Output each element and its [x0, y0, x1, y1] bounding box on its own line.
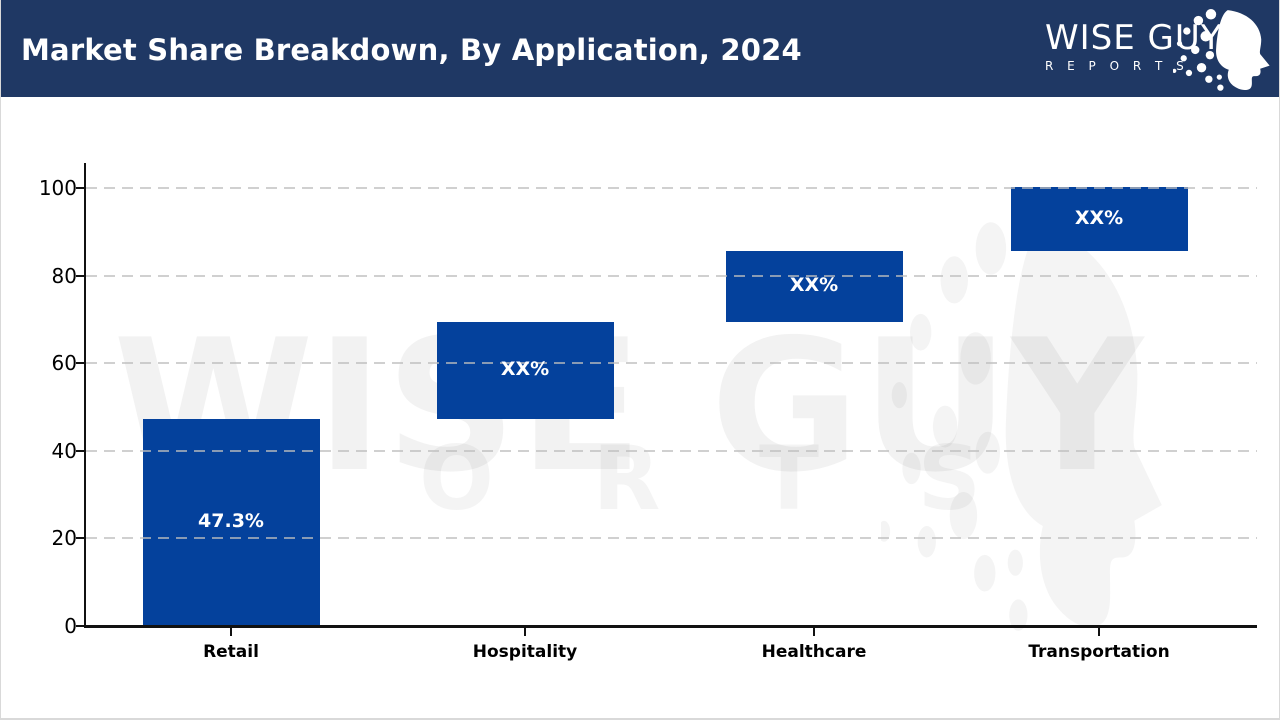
watermark-head-icon: [881, 222, 1162, 631]
y-tick-label: 100: [38, 176, 77, 200]
gridline-80: [86, 274, 1257, 277]
logo-wordmark: WISE GUY R E P O R T S: [1045, 18, 1223, 74]
x-tick-mark: [813, 627, 815, 636]
bar-healthcare: [725, 251, 903, 322]
y-tick-mark: [76, 274, 85, 277]
y-tick-label: 40: [51, 438, 77, 463]
bar-value-label: XX%: [500, 358, 550, 381]
chart-area: WISE GUY P O R T S 02040608010047.3%XX%X…: [1, 97, 1279, 718]
x-category-label-healthcare: Healthcare: [761, 642, 867, 662]
bar-value-label: XX%: [1074, 206, 1124, 229]
gridline-60: [86, 362, 1257, 365]
x-tick-mark: [524, 627, 526, 636]
gridline-40: [86, 449, 1257, 452]
y-tick-label: 60: [51, 351, 77, 376]
bar-retail: [142, 418, 320, 626]
x-category-label-transportation: Transportation: [1028, 642, 1170, 662]
gridline-100: [86, 187, 1257, 189]
y-tick-mark: [76, 362, 85, 365]
header-banner: Market Share Breakdown, By Application, …: [1, 0, 1279, 97]
y-tick-mark: [76, 537, 85, 540]
bar-hospitality: [436, 321, 614, 419]
y-tick-label: 80: [51, 263, 77, 288]
y-tick-mark: [76, 187, 85, 189]
x-category-label-hospitality: Hospitality: [472, 642, 578, 662]
logo-line1: WISE GUY: [1045, 18, 1223, 58]
logo-line2: R E P O R T S: [1045, 59, 1189, 74]
chart-title: Market Share Breakdown, By Application, …: [21, 33, 802, 67]
gridline-20: [86, 537, 1257, 540]
y-axis-line: [84, 163, 86, 628]
y-tick-label: 20: [51, 526, 77, 551]
x-axis-line: [84, 625, 1257, 628]
bar-transportation: [1010, 186, 1188, 252]
bar-value-label: XX%: [789, 274, 839, 297]
y-tick-mark: [76, 449, 85, 452]
watermark-text-2: P O R T S: [256, 427, 1015, 530]
y-tick-mark: [76, 625, 85, 627]
bar-value-label: 47.3%: [198, 510, 264, 533]
x-category-label-retail: Retail: [203, 642, 259, 662]
x-tick-mark: [230, 627, 232, 636]
logo-head-icon: [1173, 9, 1270, 91]
x-tick-mark: [1098, 627, 1100, 636]
wise-guy-reports-logo: WISE GUY R E P O R T S: [1023, 4, 1273, 94]
y-tick-label: 0: [64, 614, 77, 638]
